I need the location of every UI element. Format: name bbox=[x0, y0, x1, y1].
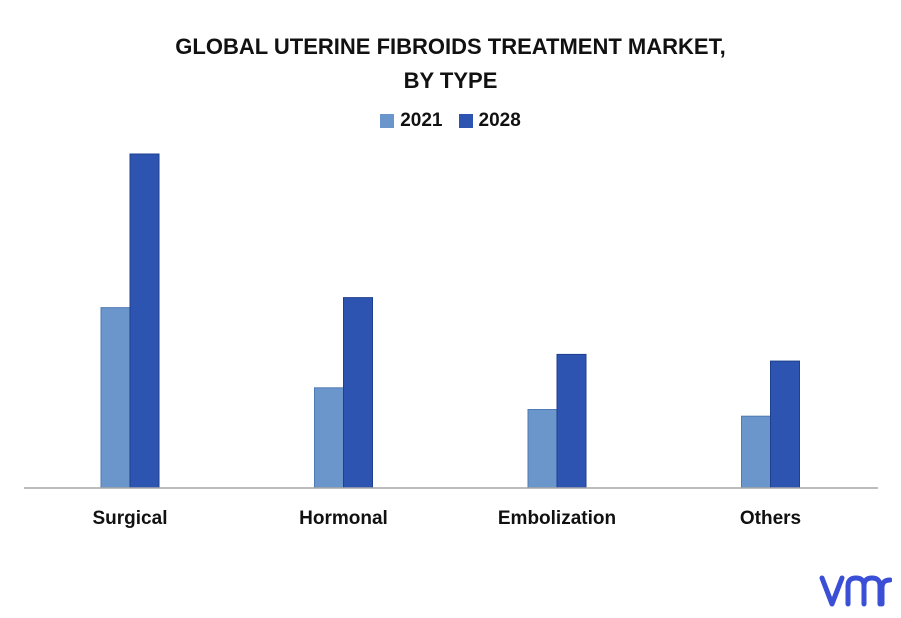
chart-title-line-1: GLOBAL UTERINE FIBROIDS TREATMENT MARKET… bbox=[175, 34, 726, 59]
bar-embolization-2021 bbox=[527, 409, 558, 489]
legend-label-2028: 2028 bbox=[478, 110, 521, 131]
category-label-others: Others bbox=[740, 508, 801, 529]
legend-swatch-2028 bbox=[458, 114, 473, 128]
bar-embolization-2028 bbox=[556, 353, 587, 489]
bar-surgical-2028 bbox=[129, 153, 160, 489]
legend: 2021 2028 bbox=[0, 110, 901, 132]
bars-group bbox=[100, 153, 800, 489]
legend-swatch-2021 bbox=[380, 114, 395, 128]
bar-others-2028 bbox=[770, 360, 800, 489]
chart-title: GLOBAL UTERINE FIBROIDS TREATMENT MARKET… bbox=[0, 30, 901, 98]
vmr-logo bbox=[819, 575, 892, 607]
category-labels: Surgical Hormonal Embolization Others bbox=[93, 508, 802, 529]
chart-title-line-2: BY TYPE bbox=[403, 68, 498, 93]
legend-label-2021: 2021 bbox=[400, 110, 443, 131]
bar-hormonal-2021 bbox=[314, 387, 344, 489]
bar-others-2021 bbox=[741, 415, 771, 489]
category-label-hormonal: Hormonal bbox=[299, 508, 388, 529]
category-label-surgical: Surgical bbox=[93, 508, 168, 529]
legend-item-2028: 2028 bbox=[458, 110, 521, 132]
category-label-embolization: Embolization bbox=[498, 508, 616, 529]
bar-hormonal-2028 bbox=[343, 297, 373, 489]
bar-surgical-2021 bbox=[100, 307, 131, 489]
legend-item-2021: 2021 bbox=[380, 110, 443, 132]
